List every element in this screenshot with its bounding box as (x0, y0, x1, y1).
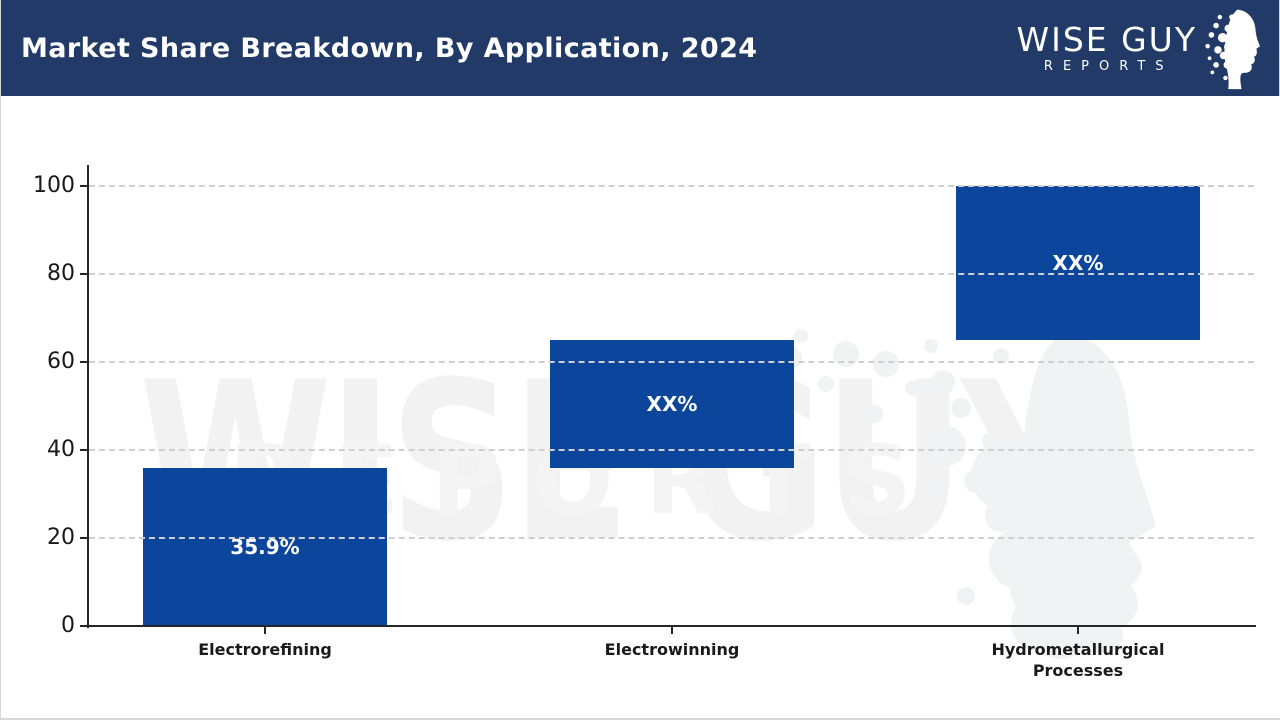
header-bar: Market Share Breakdown, By Application, … (1, 0, 1279, 96)
y-tick-label: 80 (47, 261, 75, 286)
gridline (89, 273, 1254, 275)
gridline (89, 185, 1254, 187)
x-category-label: Electrowinning (604, 640, 740, 659)
bar-value-label: XX% (646, 392, 698, 417)
y-tick (80, 361, 88, 363)
x-category-label: Electrorefining (198, 640, 332, 659)
y-tick (80, 185, 88, 187)
face-profile-dots-icon (1205, 9, 1261, 90)
y-tick-label: 0 (61, 613, 75, 638)
logo-brand-name: WISE GUY (1016, 19, 1197, 59)
bar-value-label: XX% (1052, 251, 1104, 275)
x-tick (264, 627, 266, 634)
bar: 35.9% (143, 468, 387, 626)
brand-logo: WISE GUY REPORTS (1016, 6, 1261, 90)
gridline (89, 449, 1254, 451)
page-title: Market Share Breakdown, By Application, … (21, 32, 758, 64)
y-tick-label: 60 (47, 349, 75, 374)
plot-region: 35.9% XX% XX% 0 20 40 60 80 100 Electrorefining El… (1, 96, 1280, 718)
x-tick (671, 627, 673, 634)
bar-value-label: 35.9% (230, 535, 300, 559)
x-category-label: Hydrometallurgical Processes (991, 640, 1165, 680)
watermark-face-dots-icon (780, 329, 1156, 659)
x-tick (1077, 627, 1079, 634)
y-tick (80, 537, 88, 539)
y-tick-label: 100 (33, 173, 75, 198)
y-tick (80, 273, 88, 275)
y-tick (80, 625, 88, 627)
y-tick (80, 449, 88, 451)
gridline (89, 361, 1254, 363)
bar: XX% (956, 186, 1200, 340)
y-tick-label: 40 (47, 437, 75, 462)
y-tick-label: 20 (47, 525, 75, 550)
chart-area: WISE GUY REPORTS 35.9% XX% XX% 0 20 40 60 80 100… (1, 96, 1280, 718)
logo-brand-subtitle: REPORTS (1043, 58, 1174, 74)
gridline (89, 537, 1254, 539)
x-axis-line (87, 625, 1256, 627)
y-axis-line (87, 165, 89, 628)
